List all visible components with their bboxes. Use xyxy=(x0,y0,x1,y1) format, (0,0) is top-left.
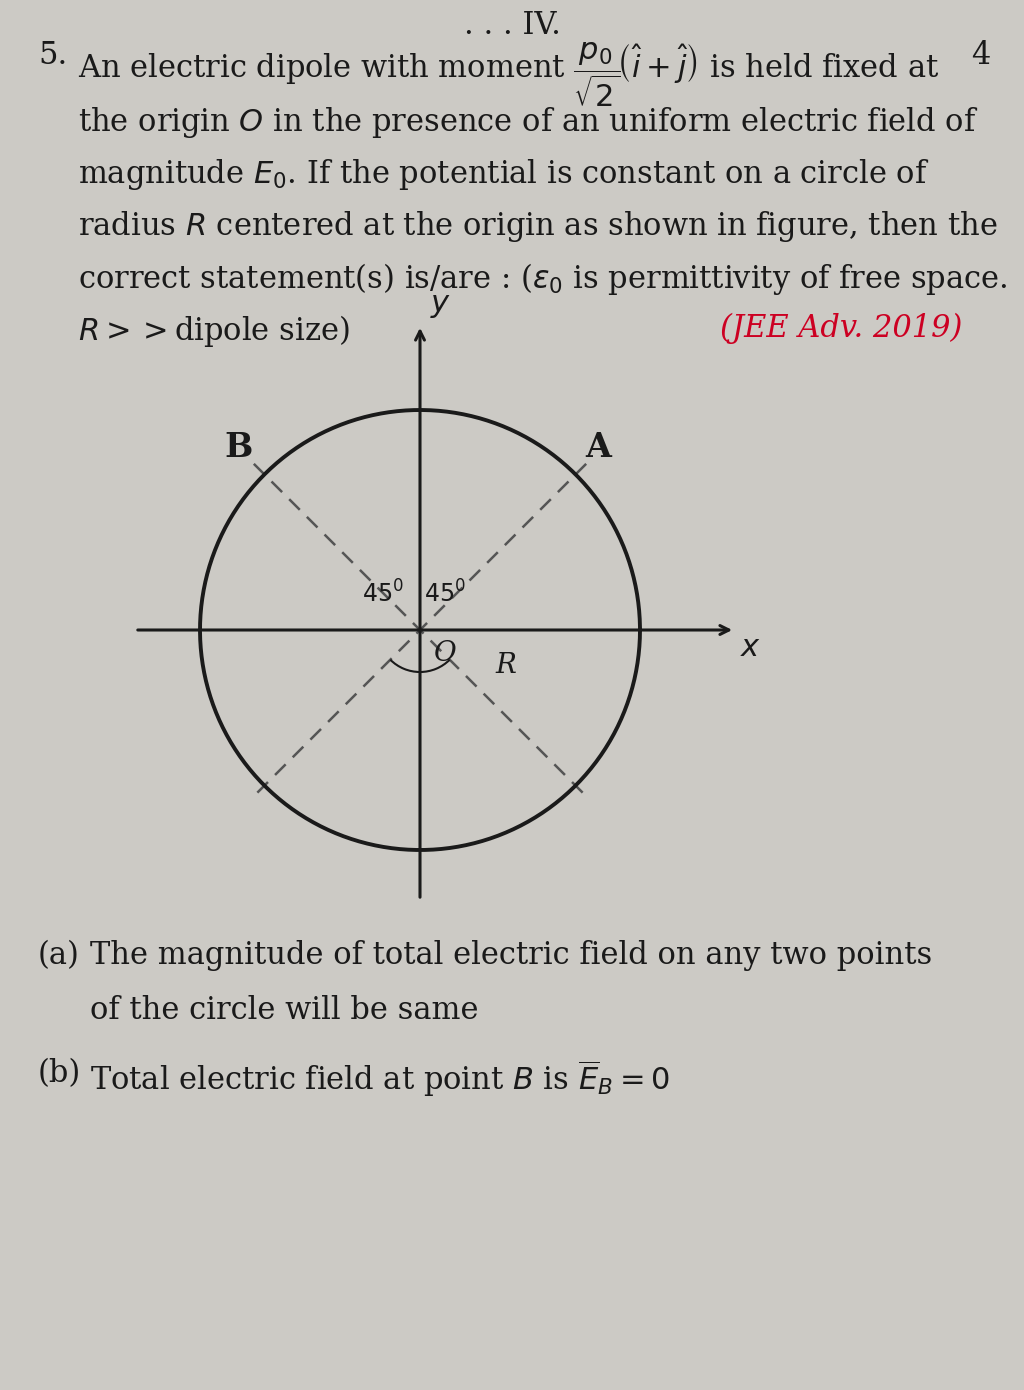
Text: of the circle will be same: of the circle will be same xyxy=(90,995,478,1026)
Text: A: A xyxy=(586,431,611,464)
Text: (JEE Adv. 2019): (JEE Adv. 2019) xyxy=(720,313,963,345)
Text: Total electric field at point $B$ is $\overline{E}_B = 0$: Total electric field at point $B$ is $\o… xyxy=(90,1058,670,1098)
Text: O: O xyxy=(434,639,457,667)
Text: 4: 4 xyxy=(971,40,990,71)
Text: B: B xyxy=(224,431,253,464)
Text: $x$: $x$ xyxy=(740,632,761,663)
Text: $y$: $y$ xyxy=(430,289,452,320)
Text: magnitude $E_0$. If the potential is constant on a circle of: magnitude $E_0$. If the potential is con… xyxy=(78,157,930,192)
Text: radius $R$ centered at the origin as shown in figure, then the: radius $R$ centered at the origin as sho… xyxy=(78,208,997,245)
Text: R: R xyxy=(495,652,516,678)
Text: 5.: 5. xyxy=(38,40,68,71)
Text: (a): (a) xyxy=(38,940,80,972)
Text: $R>>$dipole size): $R>>$dipole size) xyxy=(78,313,350,349)
Text: the origin $O$ in the presence of an uniform electric field of: the origin $O$ in the presence of an uni… xyxy=(78,106,978,140)
Text: $45^0$: $45^0$ xyxy=(362,581,404,607)
Text: . . . IV.: . . . IV. xyxy=(464,10,560,40)
Text: $45^0$: $45^0$ xyxy=(424,581,466,607)
Text: (b): (b) xyxy=(38,1058,81,1088)
Text: correct statement(s) is/are : ($\varepsilon_0$ is permittivity of free space.: correct statement(s) is/are : ($\varepsi… xyxy=(78,261,1008,297)
Text: The magnitude of total electric field on any two points: The magnitude of total electric field on… xyxy=(90,940,932,972)
Text: An electric dipole with moment $\dfrac{p_0}{\sqrt{2}}\!\left(\hat{i}+\hat{j}\rig: An electric dipole with moment $\dfrac{p… xyxy=(78,40,939,108)
